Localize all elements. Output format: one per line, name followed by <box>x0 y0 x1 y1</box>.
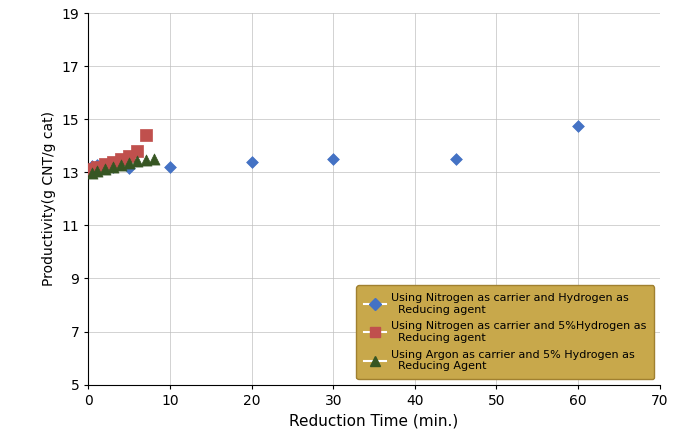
Using Nitrogen as carrier and 5%Hydrogen as
  Reducing agent <box>132 147 143 154</box>
Using Nitrogen as carrier and 5%Hydrogen as
  Reducing agent <box>124 152 135 160</box>
Using Nitrogen as carrier and Hydrogen as
  Reducing agent <box>87 162 98 169</box>
Using Nitrogen as carrier and Hydrogen as
  Reducing agent <box>246 159 257 166</box>
Using Nitrogen as carrier and 5%Hydrogen as
  Reducing agent <box>91 163 102 170</box>
Using Argon as carrier and 5% Hydrogen as
  Reducing Agent <box>148 156 159 163</box>
Using Nitrogen as carrier and 5%Hydrogen as
  Reducing agent <box>87 166 98 173</box>
Using Nitrogen as carrier and 5%Hydrogen as
  Reducing agent <box>140 131 151 138</box>
Using Nitrogen as carrier and Hydrogen as
  Reducing agent <box>99 163 110 170</box>
Using Nitrogen as carrier and Hydrogen as
  Reducing agent <box>450 155 461 162</box>
Legend: Using Nitrogen as carrier and Hydrogen as
  Reducing agent, Using Nitrogen as ca: Using Nitrogen as carrier and Hydrogen a… <box>356 285 654 379</box>
Using Nitrogen as carrier and Hydrogen as
  Reducing agent <box>328 155 339 162</box>
Using Nitrogen as carrier and 5%Hydrogen as
  Reducing agent <box>107 158 118 165</box>
Using Nitrogen as carrier and Hydrogen as
  Reducing agent <box>165 163 175 170</box>
X-axis label: Reduction Time (min.): Reduction Time (min.) <box>290 413 458 428</box>
Y-axis label: Productivity(g CNT/g cat): Productivity(g CNT/g cat) <box>42 111 56 286</box>
Using Argon as carrier and 5% Hydrogen as
  Reducing Agent <box>99 166 110 173</box>
Using Argon as carrier and 5% Hydrogen as
  Reducing Agent <box>87 169 98 176</box>
Using Argon as carrier and 5% Hydrogen as
  Reducing Agent <box>140 156 151 164</box>
Using Nitrogen as carrier and Hydrogen as
  Reducing agent <box>124 164 135 171</box>
Using Argon as carrier and 5% Hydrogen as
  Reducing Agent <box>132 158 143 165</box>
Using Argon as carrier and 5% Hydrogen as
  Reducing Agent <box>124 160 135 167</box>
Using Argon as carrier and 5% Hydrogen as
  Reducing Agent <box>107 164 118 171</box>
Using Nitrogen as carrier and Hydrogen as
  Reducing agent <box>107 163 118 170</box>
Using Nitrogen as carrier and Hydrogen as
  Reducing agent <box>573 122 583 130</box>
Using Nitrogen as carrier and 5%Hydrogen as
  Reducing agent <box>116 155 126 162</box>
Using Nitrogen as carrier and Hydrogen as
  Reducing agent <box>91 161 102 168</box>
Using Argon as carrier and 5% Hydrogen as
  Reducing Agent <box>91 168 102 175</box>
Using Argon as carrier and 5% Hydrogen as
  Reducing Agent <box>116 161 126 168</box>
Using Nitrogen as carrier and 5%Hydrogen as
  Reducing agent <box>99 160 110 168</box>
